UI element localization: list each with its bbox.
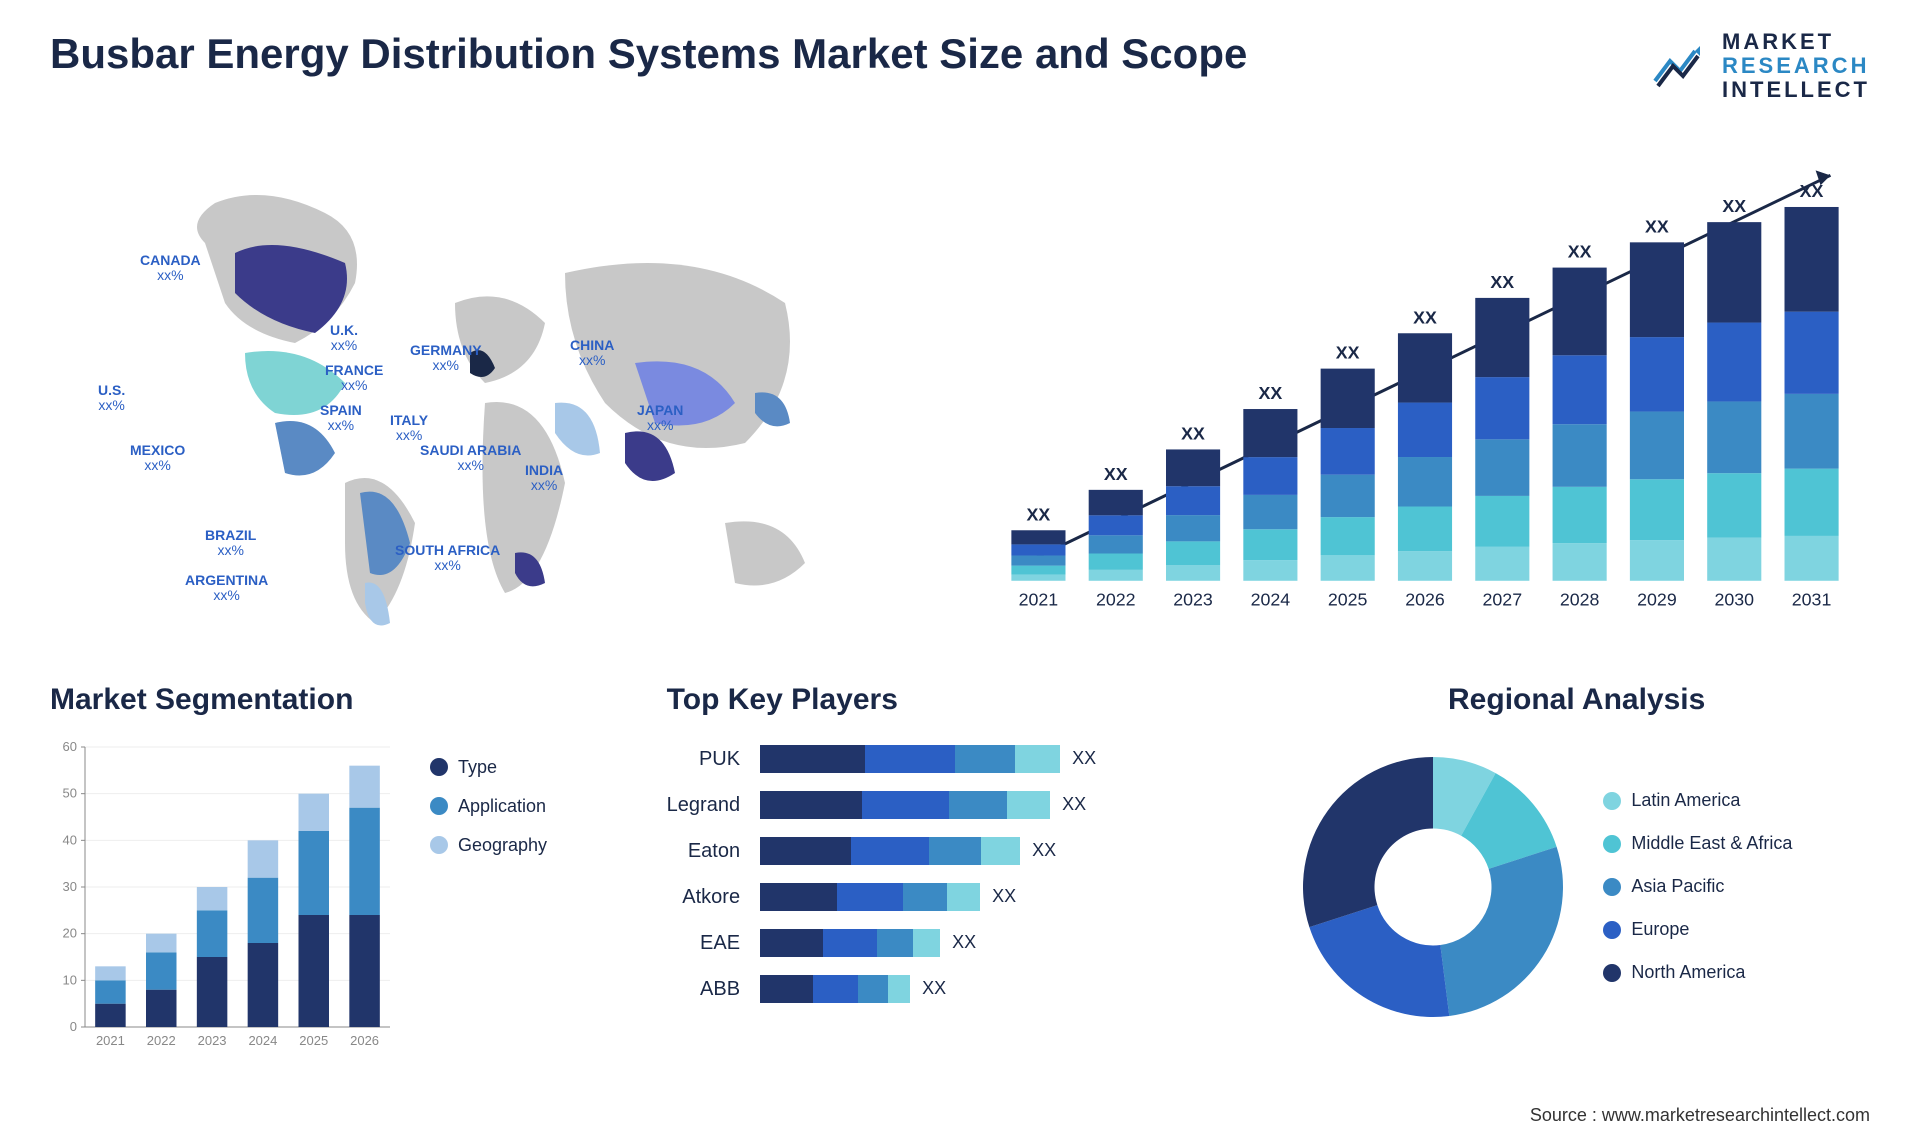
svg-text:2023: 2023 [198,1033,227,1048]
svg-text:2026: 2026 [1405,589,1445,609]
country-label: U.K.xx% [330,323,358,354]
svg-text:2025: 2025 [299,1033,328,1048]
svg-text:XX: XX [1027,504,1051,524]
country-label: SAUDI ARABIAxx% [420,443,521,474]
player-value: XX [992,886,1016,907]
svg-text:XX: XX [1568,241,1592,261]
svg-text:2024: 2024 [248,1033,277,1048]
svg-text:XX: XX [1104,464,1128,484]
svg-text:XX: XX [1259,383,1283,403]
player-name: PUK [699,745,740,773]
legend-item: Europe [1603,919,1792,940]
player-name: Eaton [688,837,740,865]
country-label: ITALYxx% [390,413,428,444]
players-title: Top Key Players [667,683,1254,717]
country-label: GERMANYxx% [410,343,482,374]
svg-text:2028: 2028 [1560,589,1600,609]
svg-text:2022: 2022 [1096,589,1136,609]
regional-donut [1283,737,1583,1037]
player-bar-row: XX [760,975,1253,1003]
player-name: Legrand [667,791,740,819]
segmentation-legend: Type Application Geography [430,737,547,1057]
regional-panel: Regional Analysis Latin America Middle Ea… [1283,683,1870,1057]
logo-line1: MARKET [1722,30,1870,54]
legend-item: Asia Pacific [1603,876,1792,897]
country-label: SOUTH AFRICAxx% [395,543,500,574]
country-label: BRAZILxx% [205,528,256,559]
svg-text:XX: XX [1490,272,1514,292]
player-bar-row: XX [760,883,1253,911]
svg-text:2024: 2024 [1251,589,1291,609]
player-bar-row: XX [760,929,1253,957]
country-label: MEXICOxx% [130,443,185,474]
growth-chart: XX 2021 XX 2022 XX 2023 XX 2024 XX 2025 XX 2026 XX 20… [980,123,1870,643]
logo-icon [1650,41,1710,91]
svg-text:2025: 2025 [1328,589,1368,609]
svg-text:20: 20 [63,925,77,940]
svg-text:0: 0 [70,1019,77,1034]
brand-logo: MARKET RESEARCH INTELLECT [1650,30,1870,103]
svg-text:2026: 2026 [350,1033,379,1048]
regional-title: Regional Analysis [1283,683,1870,717]
svg-text:XX: XX [1413,307,1437,327]
player-value: XX [922,978,946,999]
player-name: EAE [700,929,740,957]
segmentation-panel: Market Segmentation 0 10 20 30 40 50 60 2021 202… [50,683,637,1057]
world-map: CANADAxx% U.S.xx% MEXICOxx% BRAZILxx% ARGENT… [50,123,940,643]
svg-text:XX: XX [1645,216,1669,236]
player-value: XX [952,932,976,953]
legend-item: Application [430,796,547,817]
legend-item: Latin America [1603,790,1792,811]
player-value: XX [1062,794,1086,815]
svg-text:60: 60 [63,739,77,754]
svg-text:XX: XX [1800,181,1824,201]
segmentation-chart: 0 10 20 30 40 50 60 2021 2022 2023 2024 2025 2026 [50,737,400,1057]
svg-text:10: 10 [63,972,77,987]
player-value: XX [1032,840,1056,861]
svg-text:XX: XX [1722,196,1746,216]
svg-text:40: 40 [63,832,77,847]
svg-text:2021: 2021 [96,1033,125,1048]
logo-line2: RESEARCH [1722,54,1870,78]
svg-text:50: 50 [63,785,77,800]
player-bars: XX XX XX XX XX XX [760,737,1253,1003]
segmentation-title: Market Segmentation [50,683,637,717]
svg-text:2023: 2023 [1173,589,1213,609]
country-label: FRANCExx% [325,363,383,394]
country-label: CHINAxx% [570,338,614,369]
country-label: ARGENTINAxx% [185,573,268,604]
player-bar-row: XX [760,745,1253,773]
page-title: Busbar Energy Distribution Systems Marke… [50,30,1247,78]
svg-text:2027: 2027 [1483,589,1523,609]
player-bar-row: XX [760,837,1253,865]
svg-text:2030: 2030 [1714,589,1754,609]
source-text: Source : www.marketresearchintellect.com [1530,1105,1870,1126]
player-name: Atkore [682,883,740,911]
country-label: CANADAxx% [140,253,201,284]
svg-text:2022: 2022 [147,1033,176,1048]
legend-item: Middle East & Africa [1603,833,1792,854]
svg-text:2031: 2031 [1792,589,1832,609]
logo-line3: INTELLECT [1722,78,1870,102]
player-name: ABB [700,975,740,1003]
legend-item: Geography [430,835,547,856]
player-bar-row: XX [760,791,1253,819]
players-panel: Top Key Players PUK Legrand Eaton Atkore EAE… [667,683,1254,1057]
country-label: INDIAxx% [525,463,563,494]
svg-text:30: 30 [63,879,77,894]
player-value: XX [1072,748,1096,769]
svg-text:2021: 2021 [1019,589,1059,609]
svg-text:XX: XX [1336,342,1360,362]
country-label: JAPANxx% [637,403,683,434]
regional-legend: Latin America Middle East & Africa Asia Pa… [1603,790,1792,983]
country-label: U.S.xx% [98,383,125,414]
legend-item: North America [1603,962,1792,983]
country-label: SPAINxx% [320,403,362,434]
svg-text:2029: 2029 [1637,589,1677,609]
player-labels: PUK Legrand Eaton Atkore EAE ABB [667,737,740,1003]
legend-item: Type [430,757,547,778]
svg-text:XX: XX [1181,423,1205,443]
